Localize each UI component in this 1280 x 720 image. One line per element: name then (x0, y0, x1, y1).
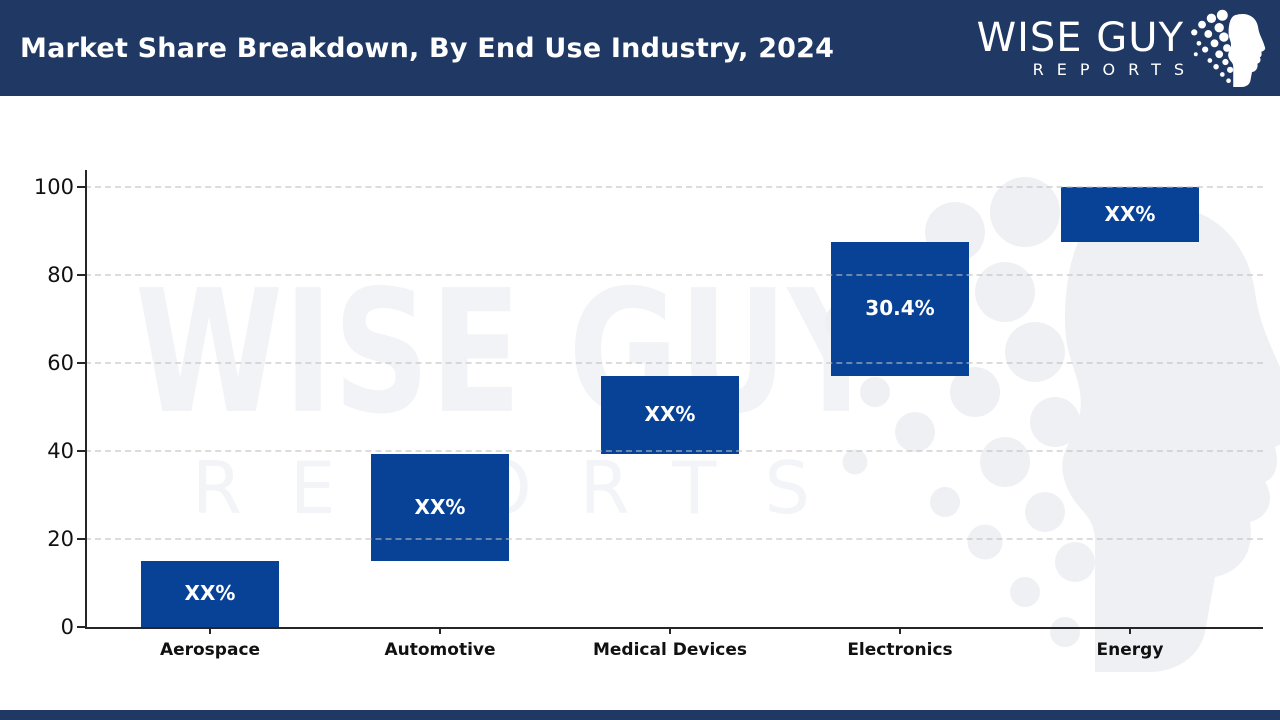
y-tick-label-60: 60 (47, 351, 74, 375)
bar-electronics: 30.4% (831, 242, 969, 377)
bar-energy: XX% (1061, 187, 1199, 243)
y-tick (77, 450, 85, 452)
category-label-energy: Energy (1096, 640, 1164, 660)
bar-automotive: XX% (371, 454, 509, 561)
y-tick (77, 274, 85, 276)
y-tick-label-0: 0 (60, 615, 74, 639)
logo-wiseguy-label: WISE GUY (976, 15, 1184, 61)
header-bar: Market Share Breakdown, By End Use Indus… (0, 0, 1280, 96)
gridline-80 (85, 274, 1263, 276)
waterfall-chart: XX% Aerospace XX% Automotive XX% Medical Devi… (0, 96, 1280, 710)
watermark-face-dots-icon (825, 177, 1280, 672)
y-axis-line (85, 170, 87, 629)
bar-value-label: 30.4% (865, 296, 935, 321)
gridline-20 (85, 538, 1263, 540)
logo-face-dots-icon (1191, 9, 1266, 87)
x-axis-line (85, 627, 1263, 629)
category-label-automotive: Automotive (384, 640, 496, 660)
y-tick (77, 626, 85, 628)
y-tick (77, 186, 85, 188)
bar-value-label: XX% (1104, 201, 1156, 226)
logo-reports-label: REPORTS (1032, 60, 1197, 79)
y-tick-label-100: 100 (33, 175, 74, 199)
bar-medical-devices: XX% (601, 376, 739, 455)
y-tick (77, 538, 85, 540)
x-tick (669, 627, 671, 634)
bar-value-label: XX% (644, 402, 696, 427)
x-tick (899, 627, 901, 634)
gridline-40 (85, 450, 1263, 452)
y-tick-label-40: 40 (47, 439, 74, 463)
wise-guy-reports-logo: WISE GUY REPORTS (977, 6, 1280, 90)
page-title: Market Share Breakdown, By End Use Indus… (20, 32, 835, 64)
x-tick (439, 627, 441, 634)
bar-value-label: XX% (184, 581, 236, 605)
category-label-aerospace: Aerospace (159, 640, 261, 660)
logo-text: WISE GUY REPORTS (977, 18, 1184, 78)
category-label-electronics: Electronics (847, 640, 953, 660)
bar-value-label: XX% (414, 494, 466, 519)
y-tick-label-80: 80 (47, 263, 74, 287)
bar-aerospace: XX% (141, 561, 279, 627)
x-tick (1129, 627, 1131, 634)
footer-bar (0, 710, 1280, 720)
gridline-100 (85, 186, 1263, 188)
category-label-medical-devices: Medical Devices (592, 640, 747, 660)
x-tick (209, 627, 211, 634)
watermark-wiseguy-text: WISE GUY (135, 254, 885, 452)
y-tick-label-20: 20 (47, 527, 74, 551)
y-tick (77, 362, 85, 364)
gridline-60 (85, 362, 1263, 364)
